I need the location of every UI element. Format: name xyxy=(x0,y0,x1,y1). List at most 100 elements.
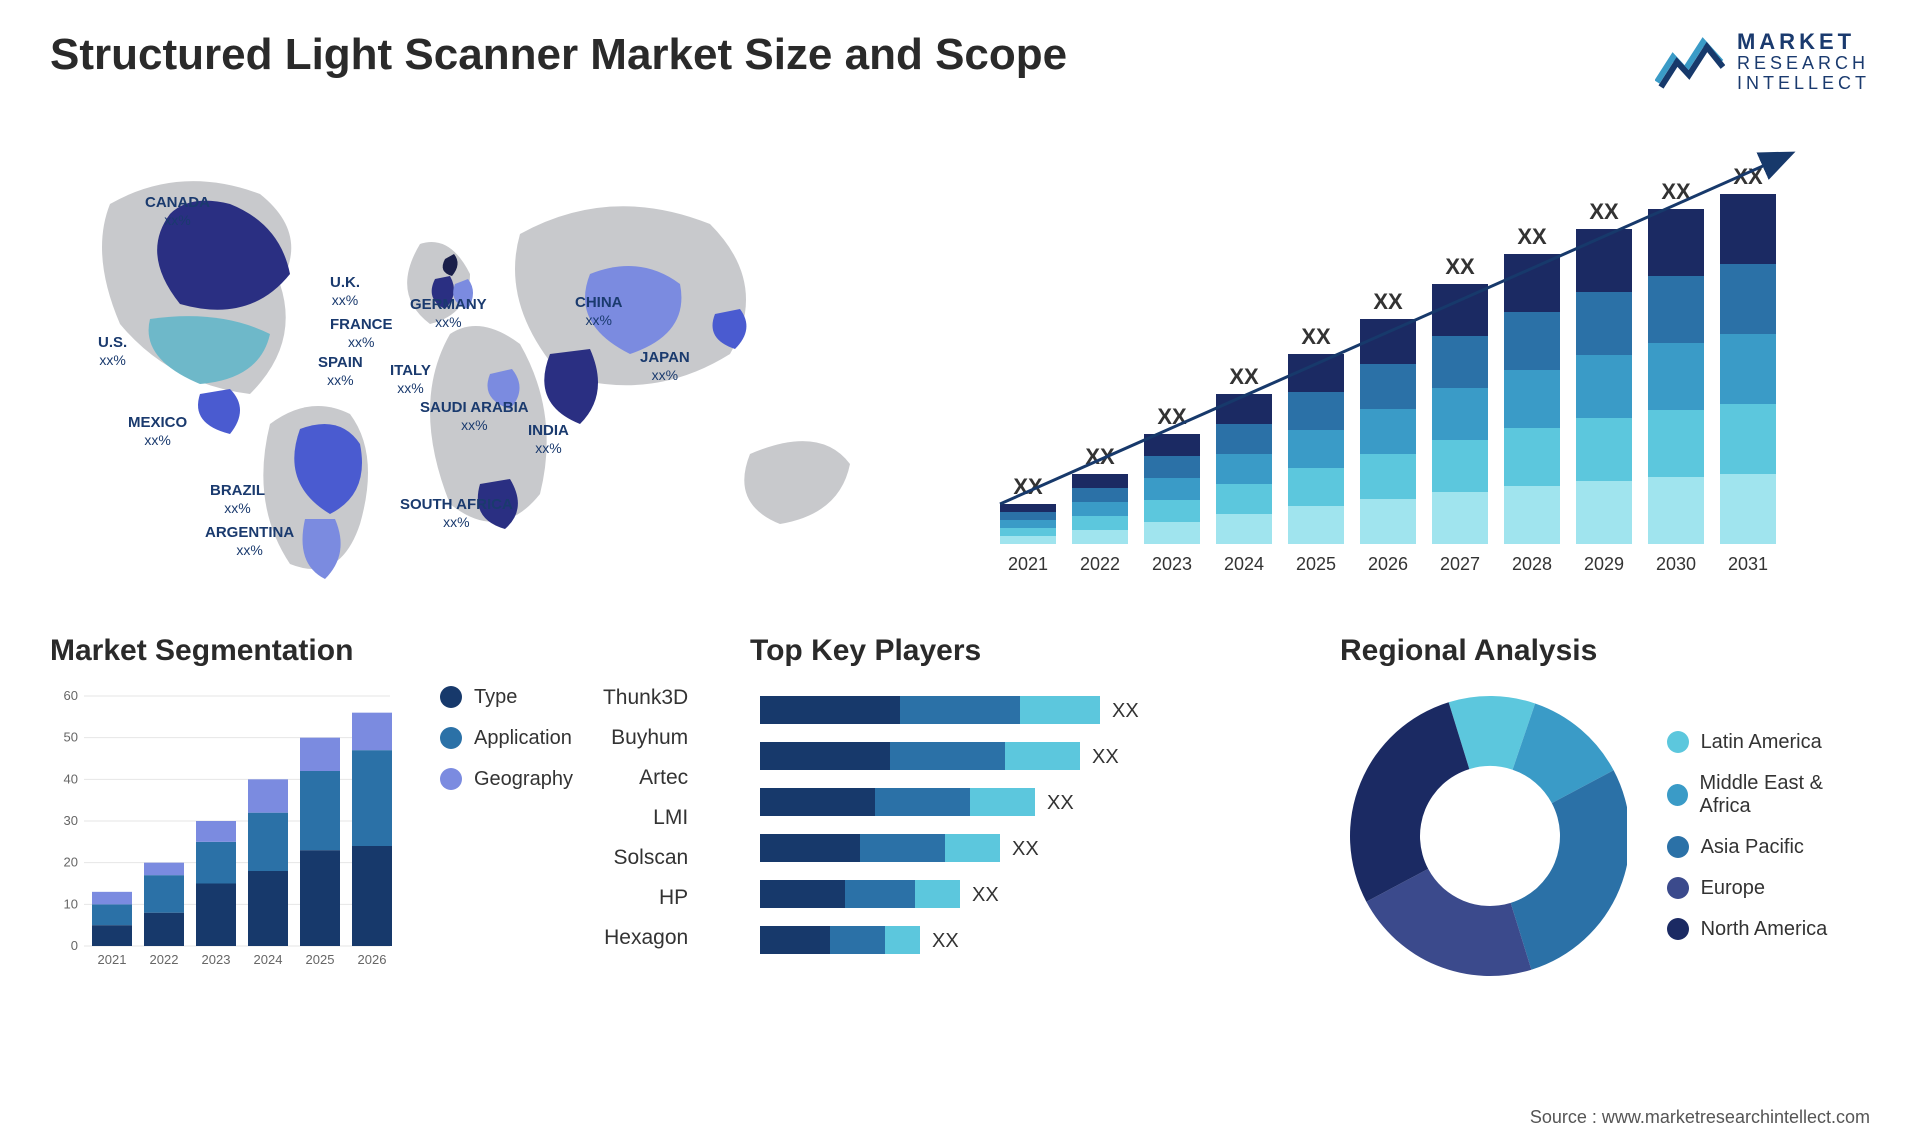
legend-swatch xyxy=(1667,784,1688,806)
svg-text:60: 60 xyxy=(64,688,78,703)
map-label-france: FRANCExx% xyxy=(330,316,393,352)
svg-text:XX: XX xyxy=(932,930,959,952)
player-name-artec: Artec xyxy=(603,766,688,790)
svg-text:XX: XX xyxy=(1012,838,1039,860)
legend-label: Europe xyxy=(1701,877,1766,900)
source-attribution: Source : www.marketresearchintellect.com xyxy=(1530,1107,1870,1128)
region-legend-europe: Europe xyxy=(1667,877,1870,900)
logo: MARKET RESEARCH INTELLECT xyxy=(1655,30,1870,94)
world-map-panel: CANADAxx% U.S.xx% MEXICOxx% BRAZILxx% ARGENT… xyxy=(50,124,930,584)
legend-swatch xyxy=(440,768,462,790)
svg-text:50: 50 xyxy=(64,729,78,744)
map-label-u.s.: U.S.xx% xyxy=(98,334,127,370)
svg-text:XX: XX xyxy=(1112,700,1139,722)
legend-label: Middle East & Africa xyxy=(1700,772,1870,818)
segmentation-panel: Market Segmentation 0 10 20 30 40 50 60 2021 202… xyxy=(50,634,710,1006)
segmentation-chart: 0 10 20 30 40 50 60 2021 2022 2023 2024 2025 2026 xyxy=(50,686,410,1006)
player-name-lmi: LMI xyxy=(603,806,688,830)
svg-text:2023: 2023 xyxy=(1152,554,1192,574)
regional-title: Regional Analysis xyxy=(1340,634,1870,668)
svg-text:10: 10 xyxy=(64,896,78,911)
map-label-spain: SPAINxx% xyxy=(318,354,363,390)
map-label-germany: GERMANYxx% xyxy=(410,296,487,332)
legend-label: Geography xyxy=(474,768,573,791)
logo-text-1: MARKET xyxy=(1737,30,1870,54)
svg-text:2031: 2031 xyxy=(1728,554,1768,574)
svg-text:XX: XX xyxy=(1092,746,1119,768)
svg-text:0: 0 xyxy=(71,938,78,953)
svg-text:2025: 2025 xyxy=(306,952,335,967)
region-legend-latin-america: Latin America xyxy=(1667,731,1870,754)
map-label-brazil: BRAZILxx% xyxy=(210,482,265,518)
logo-icon xyxy=(1655,32,1725,92)
svg-text:XX: XX xyxy=(1373,289,1403,314)
svg-text:2026: 2026 xyxy=(1368,554,1408,574)
page-title: Structured Light Scanner Market Size and… xyxy=(50,30,1067,80)
map-label-argentina: ARGENTINAxx% xyxy=(205,524,294,560)
growth-chart: XX2021XX2022XX2023XX2024XX2025XX2026XX20… xyxy=(990,124,1810,584)
logo-text-2: RESEARCH xyxy=(1737,54,1870,74)
extra-player-names: Thunk3D Buyhum Artec LMI Solscan HP Hexagon xyxy=(603,686,688,950)
svg-text:XX: XX xyxy=(1517,224,1547,249)
seg-legend-geography: Geography xyxy=(440,768,573,791)
svg-text:XX: XX xyxy=(1157,404,1187,429)
svg-text:2028: 2028 xyxy=(1512,554,1552,574)
segmentation-title: Market Segmentation xyxy=(50,634,710,668)
legend-swatch xyxy=(440,686,462,708)
svg-text:2024: 2024 xyxy=(1224,554,1264,574)
players-title: Top Key Players xyxy=(750,634,1300,668)
segmentation-legend: Type Application Geography xyxy=(440,686,573,791)
legend-label: North America xyxy=(1701,918,1828,941)
svg-text:XX: XX xyxy=(1301,324,1331,349)
svg-text:2023: 2023 xyxy=(202,952,231,967)
player-name-hp: HP xyxy=(603,886,688,910)
map-label-u.k.: U.K.xx% xyxy=(330,274,360,310)
player-name-solscan: Solscan xyxy=(603,846,688,870)
map-label-china: CHINAxx% xyxy=(575,294,623,330)
svg-text:20: 20 xyxy=(64,854,78,869)
legend-label: Type xyxy=(474,686,517,709)
svg-text:XX: XX xyxy=(1229,364,1259,389)
svg-text:2022: 2022 xyxy=(1080,554,1120,574)
svg-text:2029: 2029 xyxy=(1584,554,1624,574)
player-name-hexagon: Hexagon xyxy=(603,926,688,950)
svg-text:XX: XX xyxy=(972,884,999,906)
legend-swatch xyxy=(1667,877,1689,899)
svg-text:2021: 2021 xyxy=(98,952,127,967)
region-legend-north-america: North America xyxy=(1667,918,1870,941)
legend-swatch xyxy=(1667,918,1689,940)
svg-text:2022: 2022 xyxy=(150,952,179,967)
svg-text:XX: XX xyxy=(1047,792,1074,814)
svg-text:2027: 2027 xyxy=(1440,554,1480,574)
svg-text:2024: 2024 xyxy=(254,952,283,967)
legend-swatch xyxy=(440,727,462,749)
map-label-japan: JAPANxx% xyxy=(640,349,690,385)
svg-text:2025: 2025 xyxy=(1296,554,1336,574)
logo-text-3: INTELLECT xyxy=(1737,74,1870,94)
seg-legend-application: Application xyxy=(440,727,573,750)
svg-text:30: 30 xyxy=(64,813,78,828)
regional-panel: Regional Analysis Latin America Middle Ea… xyxy=(1340,634,1870,986)
svg-text:2026: 2026 xyxy=(358,952,387,967)
map-label-italy: ITALYxx% xyxy=(390,362,431,398)
player-name-thunk3d: Thunk3D xyxy=(603,686,688,710)
growth-chart-panel: XX2021XX2022XX2023XX2024XX2025XX2026XX20… xyxy=(990,124,1870,584)
map-label-mexico: MEXICOxx% xyxy=(128,414,187,450)
svg-text:2021: 2021 xyxy=(1008,554,1048,574)
map-label-india: INDIAxx% xyxy=(528,422,569,458)
svg-text:40: 40 xyxy=(64,771,78,786)
region-legend-asia-pacific: Asia Pacific xyxy=(1667,836,1870,859)
legend-label: Application xyxy=(474,727,572,750)
map-label-canada: CANADAxx% xyxy=(145,194,210,230)
svg-text:2030: 2030 xyxy=(1656,554,1696,574)
map-label-saudi-arabia: SAUDI ARABIAxx% xyxy=(420,399,529,435)
legend-label: Latin America xyxy=(1701,731,1822,754)
svg-text:XX: XX xyxy=(1589,199,1619,224)
region-legend-middle-east-africa: Middle East & Africa xyxy=(1667,772,1870,818)
seg-legend-type: Type xyxy=(440,686,573,709)
map-label-south-africa: SOUTH AFRICAxx% xyxy=(400,496,513,532)
player-name-buyhum: Buyhum xyxy=(603,726,688,750)
regional-donut xyxy=(1340,686,1627,986)
players-chart: XX XX XX XX XX XX xyxy=(750,686,1190,986)
legend-swatch xyxy=(1667,731,1689,753)
